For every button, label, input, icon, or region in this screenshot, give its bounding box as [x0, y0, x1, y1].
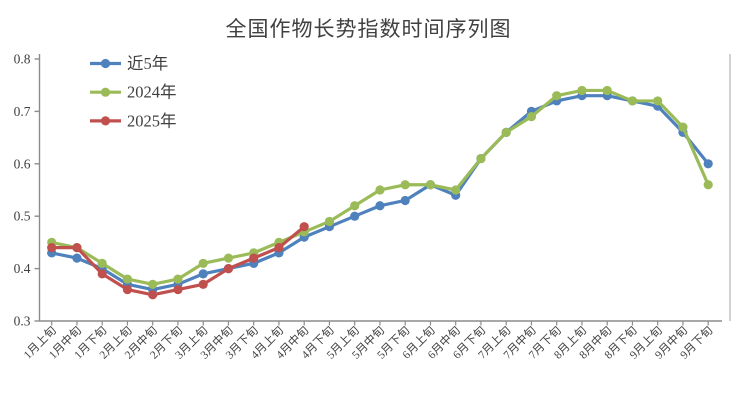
data-point-s0: [703, 159, 713, 169]
data-point-s2: [72, 243, 82, 253]
data-point-s2: [97, 269, 107, 279]
data-point-s1: [703, 180, 713, 190]
data-point-s1: [400, 180, 410, 190]
data-point-s1: [198, 258, 208, 268]
data-point-s1: [552, 91, 562, 101]
data-point-s1: [602, 85, 612, 96]
data-point-s1: [476, 153, 486, 164]
data-point-s1: [324, 216, 335, 227]
y-axis-label: 0.6: [14, 156, 31, 171]
data-point-s2: [223, 264, 234, 274]
legend-label-1: 2024年: [127, 83, 177, 102]
data-point-s0: [350, 211, 360, 221]
data-point-s1: [425, 180, 436, 190]
legend-label-2: 2025年: [127, 111, 177, 130]
data-point-s2: [148, 290, 158, 300]
y-axis-label: 0.5: [14, 209, 31, 224]
y-axis-label: 0.8: [14, 52, 31, 67]
data-point-s2: [198, 279, 208, 289]
data-point-s1: [577, 85, 587, 96]
data-point-s1: [350, 201, 360, 211]
legend-marker-2: [100, 116, 111, 126]
data-point-s0: [375, 201, 385, 211]
data-point-s2: [173, 284, 183, 295]
data-point-s1: [451, 185, 461, 195]
data-point-s2: [274, 243, 284, 253]
y-axis-label: 0.3: [14, 314, 31, 329]
data-point-s2: [122, 284, 133, 295]
data-point-s1: [526, 112, 537, 122]
data-point-s1: [223, 253, 234, 263]
y-axis-label: 0.7: [14, 104, 31, 119]
legend-marker-0: [100, 58, 111, 69]
data-point-s0: [400, 195, 410, 206]
data-point-s1: [501, 127, 511, 137]
data-point-s1: [375, 185, 385, 195]
data-point-s1: [148, 279, 158, 289]
y-axis-label: 0.4: [14, 261, 31, 276]
data-point-s2: [47, 243, 57, 253]
data-point-s1: [122, 274, 133, 284]
legend-label-0: 近5年: [127, 54, 168, 73]
data-point-s2: [299, 222, 309, 232]
data-point-s1: [653, 96, 663, 106]
data-point-s1: [678, 122, 688, 132]
data-point-s1: [97, 258, 107, 268]
data-point-s0: [198, 269, 208, 279]
chart-title: 全国作物长势指数时间序列图: [225, 17, 512, 41]
data-point-s2: [249, 253, 259, 263]
data-point-s0: [72, 253, 82, 263]
legend-marker-1: [100, 87, 111, 97]
data-point-s1: [173, 274, 183, 284]
data-point-s1: [627, 96, 638, 106]
